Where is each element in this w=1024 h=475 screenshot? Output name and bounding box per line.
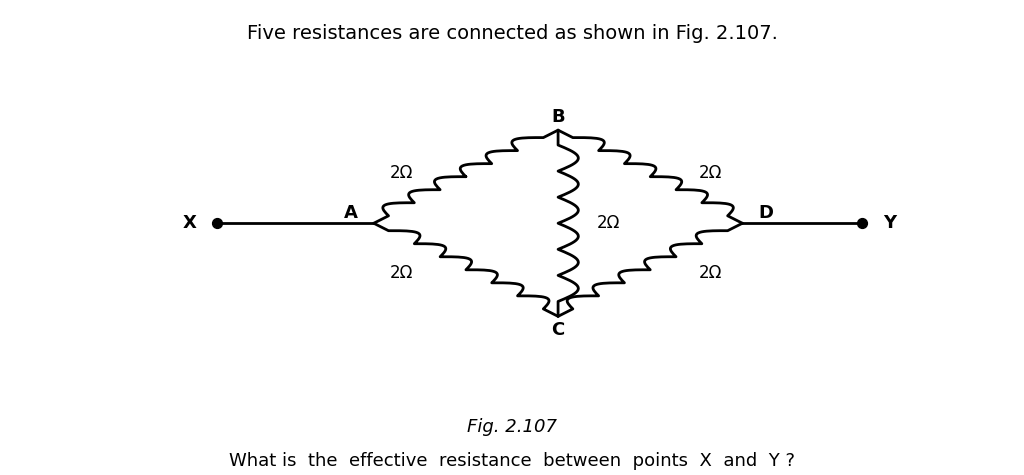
Text: 2Ω: 2Ω [698,264,722,282]
Text: 2Ω: 2Ω [390,264,413,282]
Text: Fig. 2.107: Fig. 2.107 [467,418,557,437]
Text: 2Ω: 2Ω [597,214,621,232]
Text: What is  the  effective  resistance  between  points  X  and  Y ?: What is the effective resistance between… [229,452,795,470]
Text: D: D [758,204,773,222]
Text: Y: Y [884,214,896,232]
Text: Five resistances are connected as shown in Fig. 2.107.: Five resistances are connected as shown … [247,24,777,43]
Point [854,219,870,227]
Text: C: C [552,321,564,339]
Point [209,219,225,227]
Text: 2Ω: 2Ω [390,164,413,182]
Text: 2Ω: 2Ω [698,164,722,182]
Text: A: A [344,204,357,222]
Text: X: X [182,214,197,232]
Text: B: B [551,108,565,126]
